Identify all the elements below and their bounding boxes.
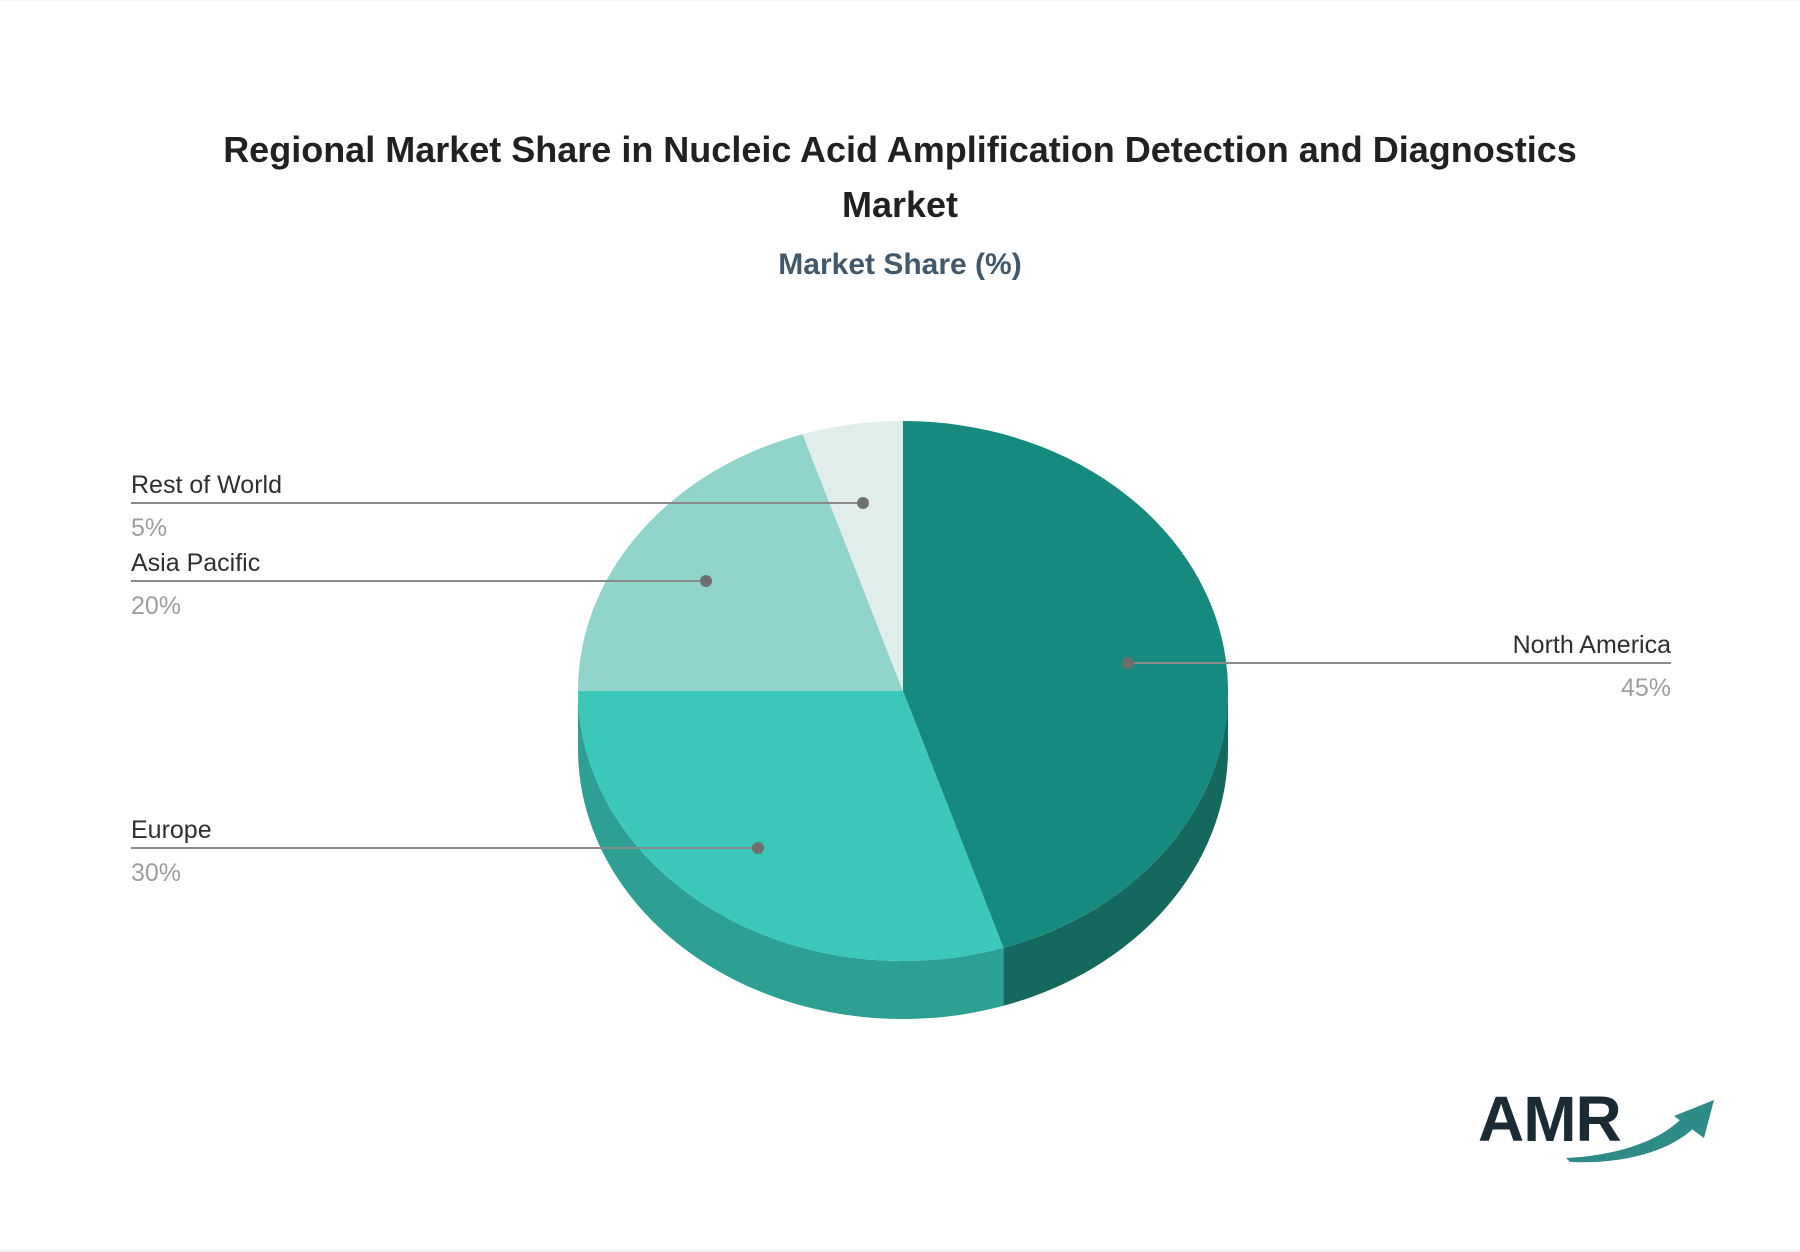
pie-slice-side-europe[interactable] [577,691,1004,1020]
amr-logo-text: AMR [1478,1083,1622,1155]
slice-label-name: Europe [131,816,212,844]
slice-label-pct: 45% [1620,674,1671,702]
growth-arrow-icon [1566,1100,1714,1163]
leader-dot-north-america [1122,657,1134,669]
slice-label-name: North America [1512,631,1671,659]
chart-subtitle: Market Share (%) [778,248,1022,281]
slice-label-pct: 5% [131,514,168,542]
pie-slice-asia-pacific[interactable] [578,434,903,691]
slice-label-pct: 20% [131,592,182,620]
leader-dot-asia-pacific [700,575,712,587]
pie-slice-side-north-america[interactable] [1003,691,1228,1006]
slice-label-name: Rest of World [131,471,282,499]
pie-slice-north-america[interactable] [903,421,1229,948]
pie-slice-rest-of-world[interactable] [802,421,903,691]
label-asia-pacific: Asia Pacific 20% [131,546,706,620]
label-europe: Europe 30% [131,813,758,887]
label-rest-of-world: Rest of World 5% [131,468,863,542]
label-north-america: North America 45% [1128,628,1671,702]
slice-label-name: Asia Pacific [131,549,261,577]
amr-logo: AMR [1478,1084,1718,1174]
leader-dot-rest-of-world [857,497,869,509]
leader-dot-europe [752,842,764,854]
chart-title: Regional Market Share in Nucleic Acid Am… [223,129,1577,225]
pie-slice-europe[interactable] [577,691,1004,962]
slice-label-pct: 30% [131,859,182,887]
